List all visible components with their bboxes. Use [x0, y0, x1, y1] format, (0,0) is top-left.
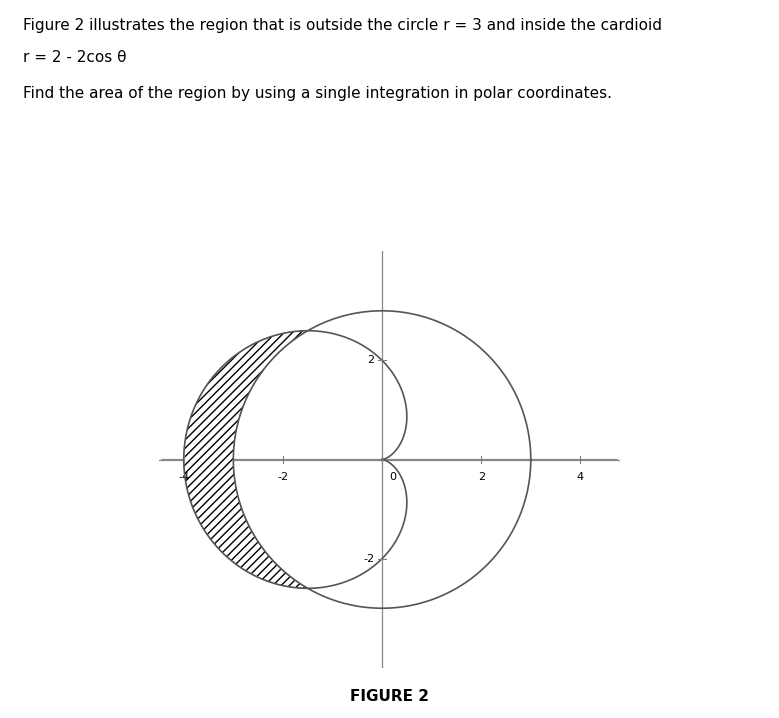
Polygon shape [184, 331, 308, 588]
Text: -2: -2 [364, 554, 375, 564]
Text: Find the area of the region by using a single integration in polar coordinates.: Find the area of the region by using a s… [23, 86, 612, 101]
Text: r = 2 - 2cos θ: r = 2 - 2cos θ [23, 50, 127, 65]
Text: 2: 2 [368, 355, 375, 365]
Text: 2: 2 [478, 472, 485, 482]
Text: -2: -2 [277, 472, 288, 482]
Text: -4: -4 [178, 472, 189, 482]
Text: FIGURE 2: FIGURE 2 [350, 689, 429, 704]
Text: 0: 0 [390, 472, 397, 482]
Text: 4: 4 [576, 472, 584, 482]
Text: Figure 2 illustrates the region that is outside the circle r = 3 and inside the : Figure 2 illustrates the region that is … [23, 18, 662, 33]
